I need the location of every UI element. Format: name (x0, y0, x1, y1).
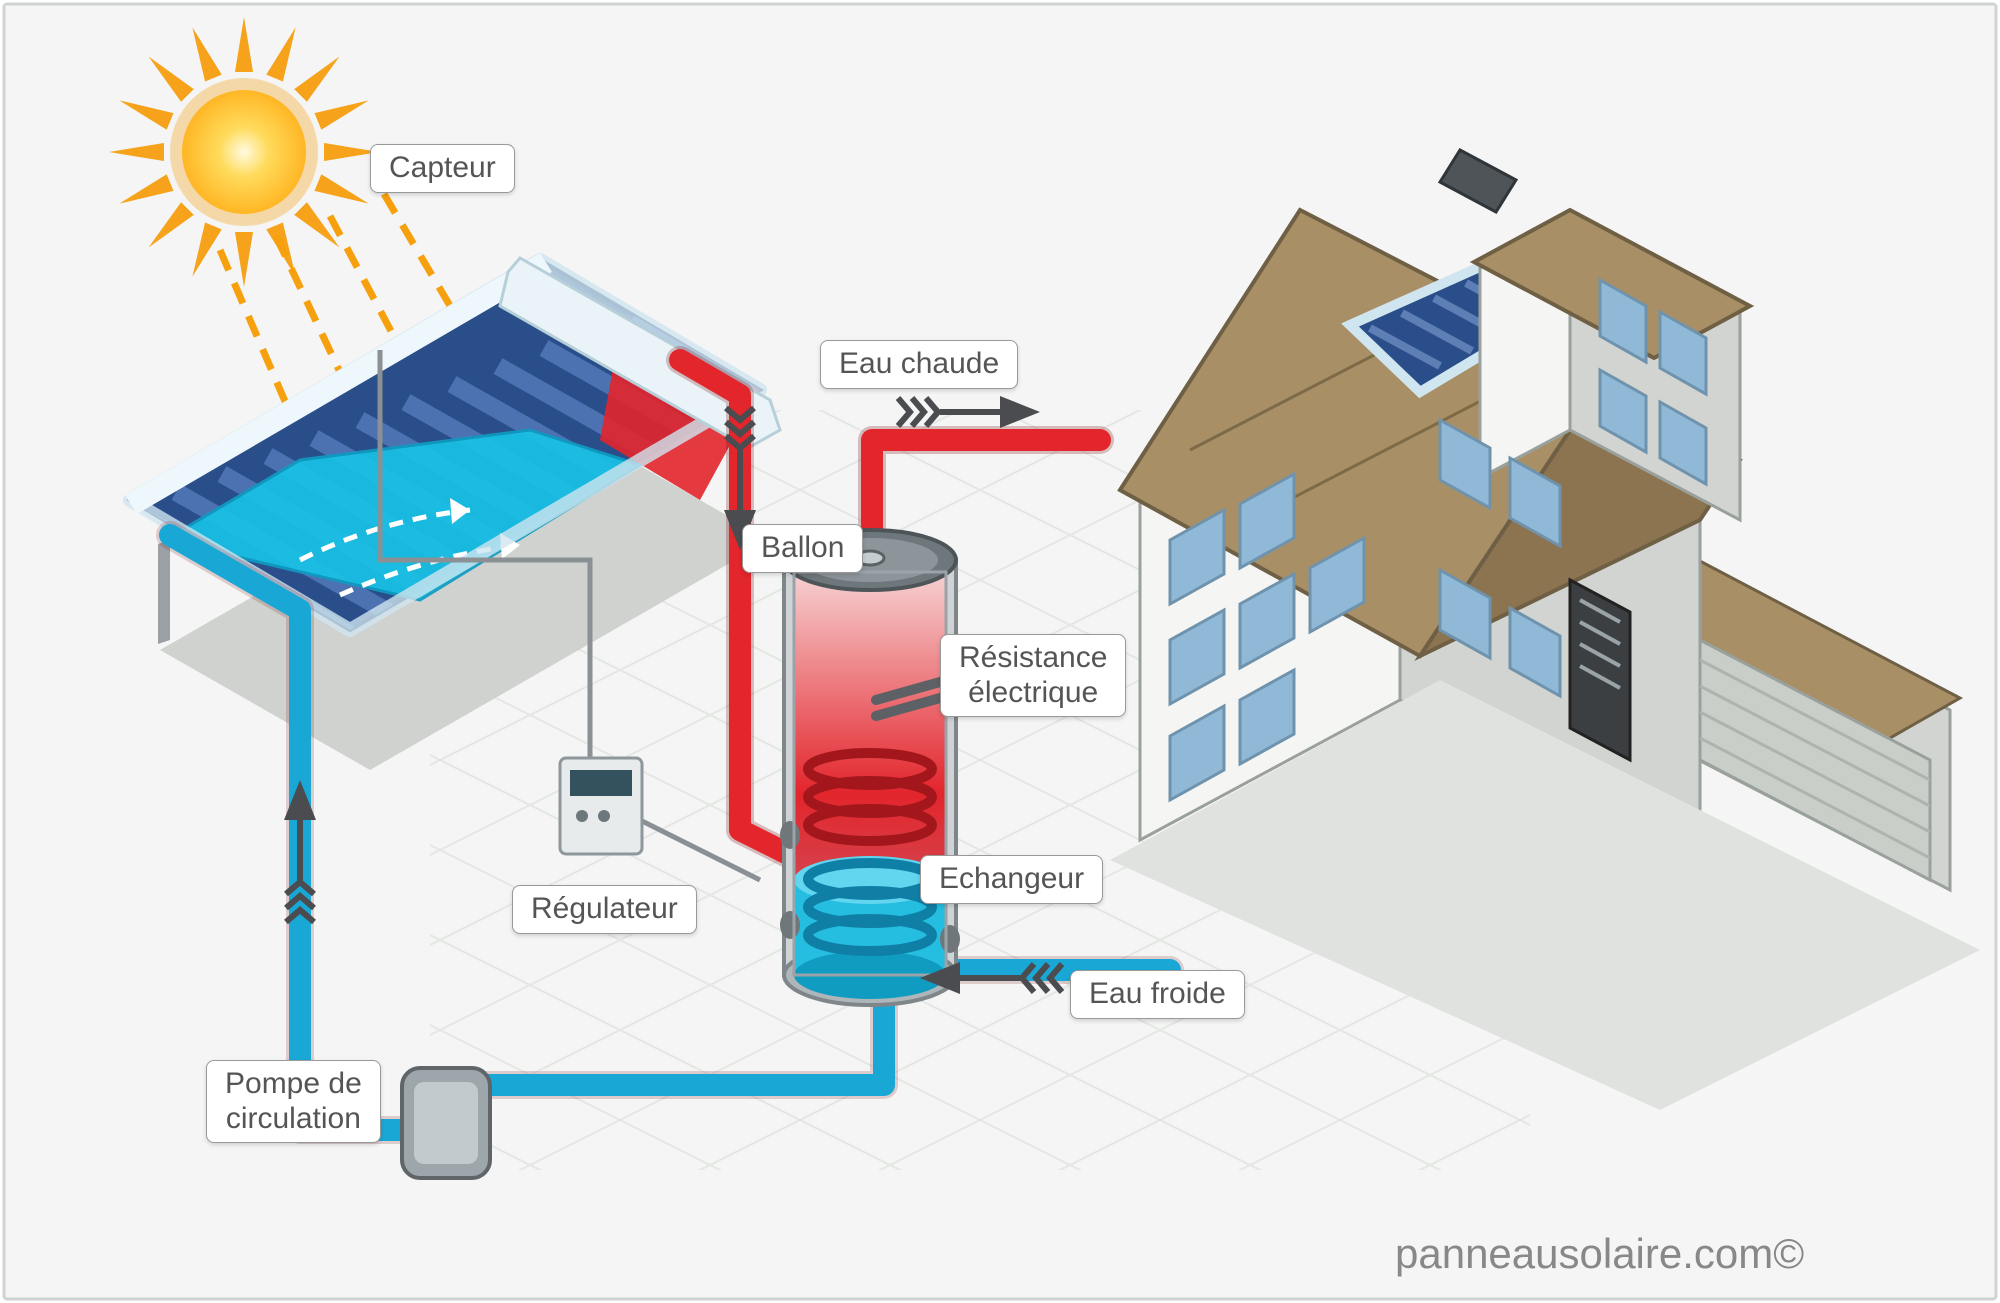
label-resistance: Résistance électrique (940, 634, 1126, 717)
label-ballon: Ballon (742, 524, 863, 573)
label-pompe: Pompe de circulation (206, 1060, 381, 1143)
label-eau-froide: Eau froide (1070, 970, 1245, 1019)
label-echangeur: Echangeur (920, 855, 1103, 904)
watermark: panneausolaire.com© (1395, 1230, 1804, 1278)
label-capteur: Capteur (370, 144, 515, 193)
label-eau-chaude: Eau chaude (820, 340, 1018, 389)
label-regulateur: Régulateur (512, 885, 697, 934)
